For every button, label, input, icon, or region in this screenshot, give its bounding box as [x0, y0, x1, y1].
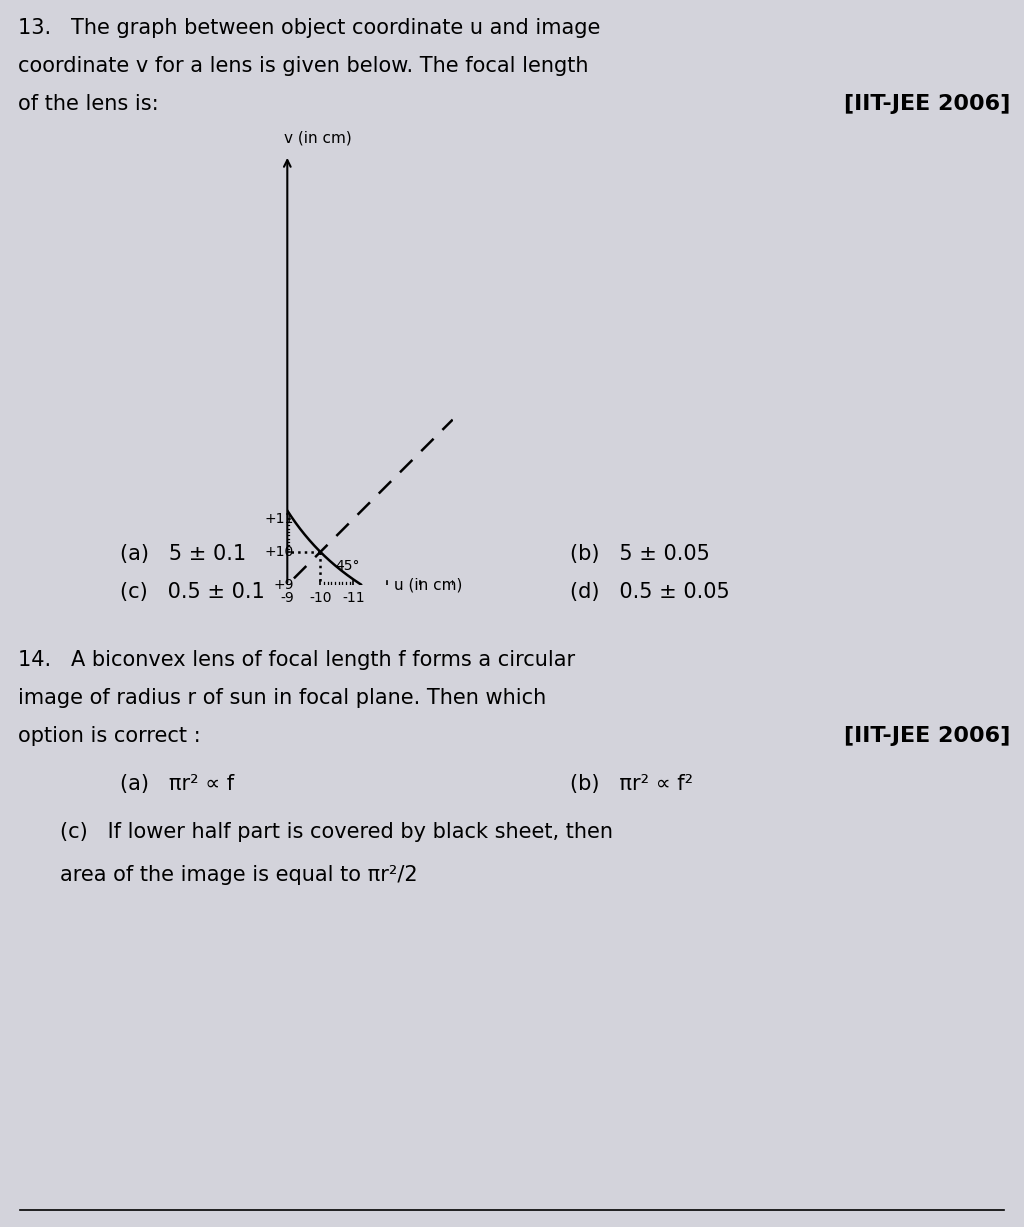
Text: +11: +11 [264, 512, 294, 526]
Text: image of radius r of sun in focal plane. Then which: image of radius r of sun in focal plane.… [18, 688, 546, 708]
Text: of the lens is:: of the lens is: [18, 94, 159, 114]
Text: (a)   πr² ∝ f: (a) πr² ∝ f [120, 774, 234, 794]
Text: (c)   0.5 ± 0.1: (c) 0.5 ± 0.1 [120, 582, 265, 602]
Text: (c)   If lower half part is covered by black sheet, then: (c) If lower half part is covered by bla… [60, 822, 613, 842]
Text: [IIT-JEE 2006]: [IIT-JEE 2006] [844, 726, 1010, 746]
Text: v (in cm): v (in cm) [284, 130, 352, 145]
Text: [IIT-JEE 2006]: [IIT-JEE 2006] [844, 94, 1010, 114]
Text: u (in cm): u (in cm) [394, 578, 463, 593]
Text: area of the image is equal to πr²/2: area of the image is equal to πr²/2 [60, 865, 418, 885]
Text: option is correct :: option is correct : [18, 726, 201, 746]
Text: 14.   A biconvex lens of focal length f forms a circular: 14. A biconvex lens of focal length f fo… [18, 650, 575, 670]
Text: +9: +9 [273, 578, 294, 591]
Text: (d)   0.5 ± 0.05: (d) 0.5 ± 0.05 [570, 582, 730, 602]
Text: -11: -11 [342, 591, 365, 605]
Text: -9: -9 [281, 591, 294, 605]
Text: (a)   5 ± 0.1: (a) 5 ± 0.1 [120, 544, 246, 564]
Text: +10: +10 [264, 545, 294, 560]
Text: 45°: 45° [335, 560, 359, 573]
Text: coordinate v for a lens is given below. The focal length: coordinate v for a lens is given below. … [18, 56, 589, 76]
Text: (b)   5 ± 0.05: (b) 5 ± 0.05 [570, 544, 710, 564]
Text: (b)   πr² ∝ f²: (b) πr² ∝ f² [570, 774, 693, 794]
Text: -10: -10 [309, 591, 332, 605]
Text: 13.   The graph between object coordinate u and image: 13. The graph between object coordinate … [18, 18, 600, 38]
